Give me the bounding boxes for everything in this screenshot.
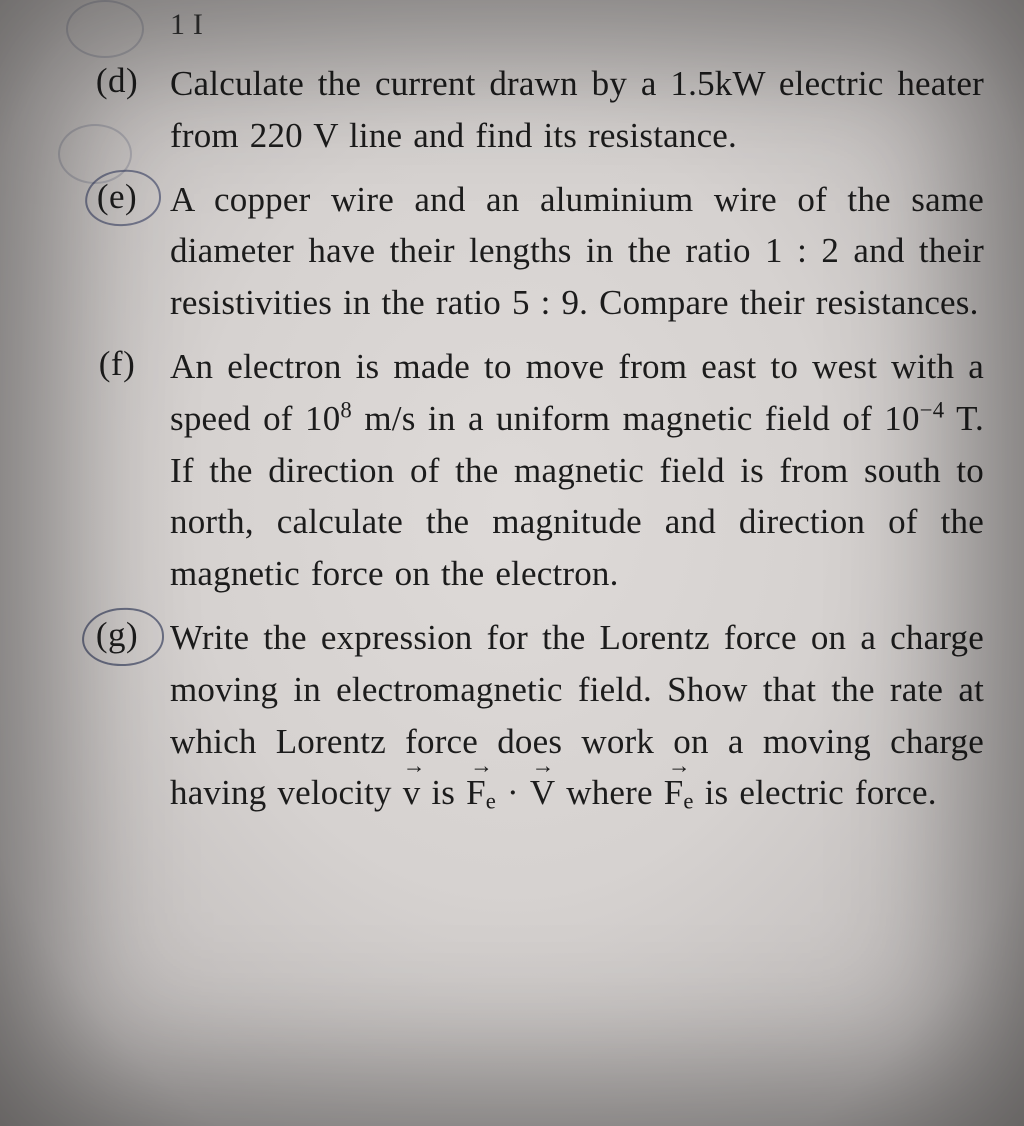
- marker-col: (g): [64, 612, 170, 656]
- item-body-f: An electron is made to move from east to…: [170, 341, 984, 600]
- fragment-top-line: 1 I: [170, 4, 984, 46]
- item-body-d: Calculate the current drawn by a 1.5kW e…: [170, 58, 984, 162]
- marker-col: (e): [64, 174, 170, 218]
- item-marker: (f): [99, 343, 135, 385]
- list-item-d: (d) Calculate the current drawn by a 1.5…: [64, 58, 984, 162]
- marker-col: (d): [64, 58, 170, 102]
- item-marker: (g): [96, 614, 138, 656]
- item-body-e: A copper wire and an aluminium wire of t…: [170, 174, 984, 329]
- marker-col: (f): [64, 341, 170, 385]
- item-body-g: Write the expression for the Lorentz for…: [170, 612, 984, 819]
- list-item-e: (e) A copper wire and an aluminium wire …: [64, 174, 984, 329]
- list-item-f: (f) An electron is made to move from eas…: [64, 341, 984, 600]
- item-marker: (e): [97, 176, 137, 218]
- pen-faint-circle: [66, 0, 144, 58]
- item-marker: (d): [96, 60, 138, 102]
- list-item-g: (g) Write the expression for the Lorentz…: [64, 612, 984, 819]
- page: 1 I (d) Calculate the current drawn by a…: [64, 4, 984, 819]
